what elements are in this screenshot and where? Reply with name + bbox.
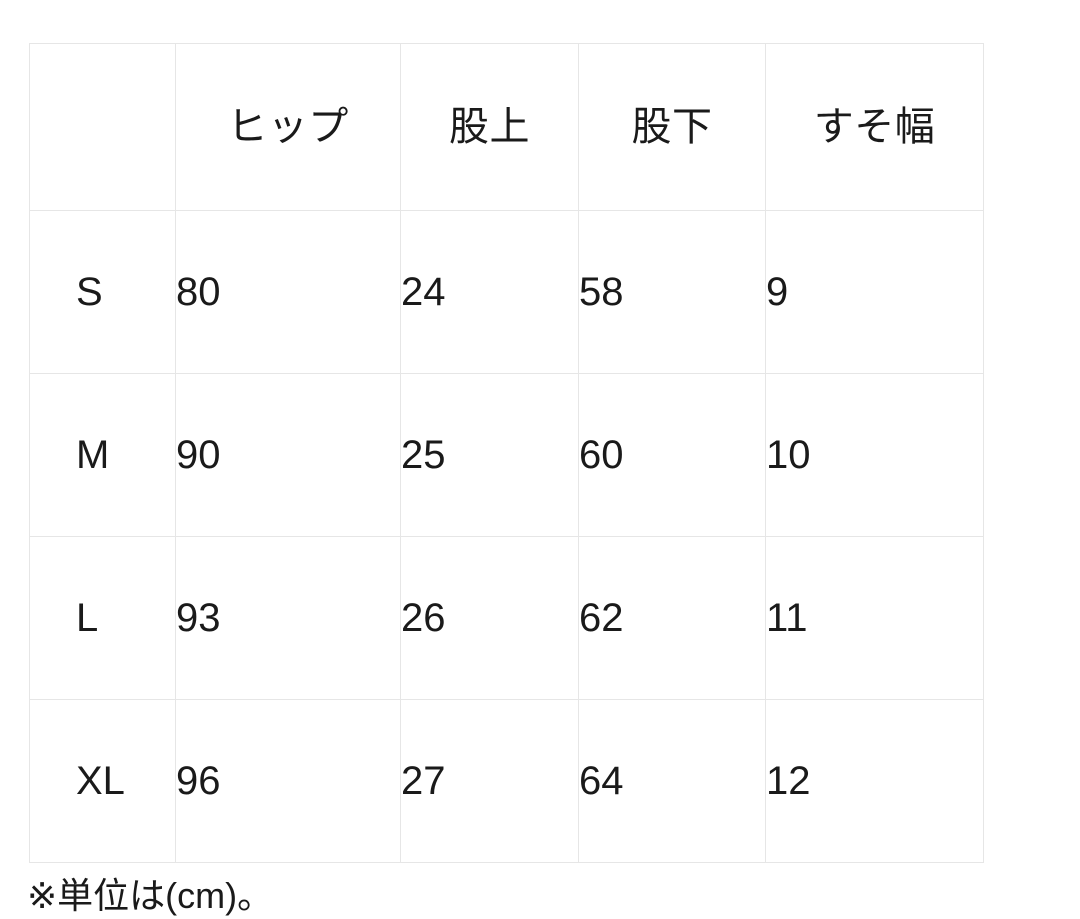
cell-hip: 90: [175, 373, 401, 537]
table-row: M 90 25 60 10: [29, 373, 984, 537]
cell-rise: 25: [400, 373, 579, 537]
size-chart-container: ヒップ 股上 股下 すそ幅 S 80 24 58 9 M 90 25: [29, 43, 984, 863]
cell-hem-width: 12: [765, 699, 984, 863]
cell-rise: 24: [400, 210, 579, 374]
size-chart-table: ヒップ 股上 股下 すそ幅 S 80 24 58 9 M 90 25: [29, 43, 984, 863]
cell-size: L: [29, 536, 176, 700]
column-header-rise: 股上: [400, 43, 579, 211]
table-row: XL 96 27 64 12: [29, 699, 984, 863]
cell-inseam: 64: [578, 699, 766, 863]
column-header-inseam: 股下: [578, 43, 766, 211]
cell-inseam: 58: [578, 210, 766, 374]
cell-rise: 27: [400, 699, 579, 863]
column-header-hip: ヒップ: [175, 43, 401, 211]
cell-hip: 80: [175, 210, 401, 374]
table-row: S 80 24 58 9: [29, 210, 984, 374]
table-row: L 93 26 62 11: [29, 536, 984, 700]
cell-size: S: [29, 210, 176, 374]
column-header-hem-width: すそ幅: [765, 43, 984, 211]
table-body: S 80 24 58 9 M 90 25 60 10 L 93 26: [29, 210, 984, 863]
table-header-row: ヒップ 股上 股下 すそ幅: [29, 43, 984, 211]
cell-inseam: 60: [578, 373, 766, 537]
column-header-size: [29, 43, 176, 211]
cell-size: XL: [29, 699, 176, 863]
cell-hip: 93: [175, 536, 401, 700]
cell-hem-width: 10: [765, 373, 984, 537]
cell-size: M: [29, 373, 176, 537]
cell-inseam: 62: [578, 536, 766, 700]
cell-hip: 96: [175, 699, 401, 863]
unit-note: ※単位は(cm)。: [27, 875, 274, 916]
cell-hem-width: 11: [765, 536, 984, 700]
table-header: ヒップ 股上 股下 すそ幅: [29, 43, 984, 211]
cell-hem-width: 9: [765, 210, 984, 374]
cell-rise: 26: [400, 536, 579, 700]
